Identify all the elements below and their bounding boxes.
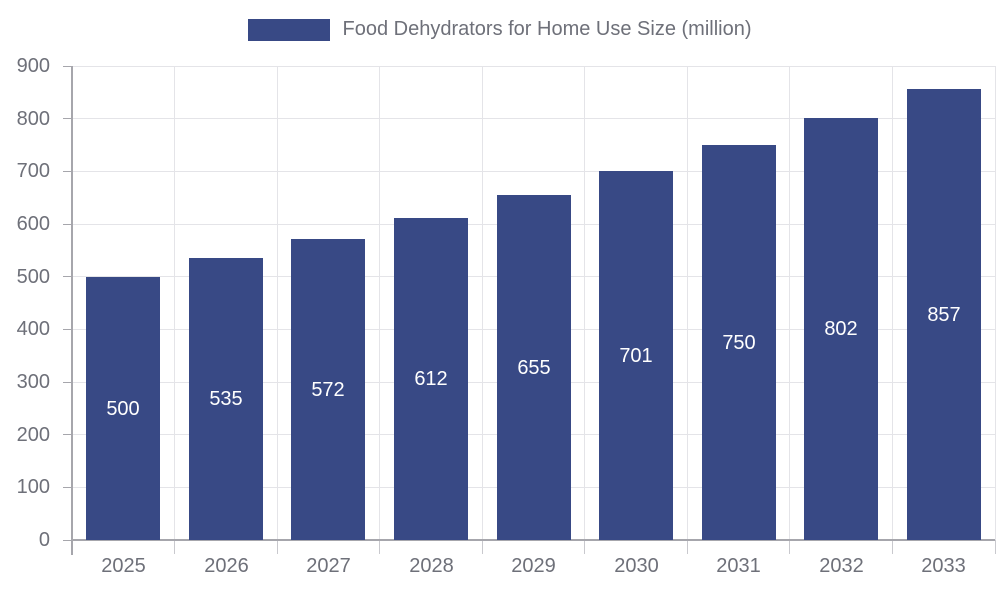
bar-value-label: 535 [209, 388, 243, 410]
bar[interactable] [86, 277, 160, 540]
y-tick-label: 400 [16, 318, 50, 341]
y-tick-label: 700 [16, 160, 50, 183]
bar-value-label: 802 [824, 318, 858, 340]
y-tick-label: 500 [16, 265, 50, 288]
bar[interactable] [189, 258, 263, 540]
y-tick-label: 0 [38, 529, 50, 551]
x-tick-label: 2025 [101, 555, 146, 577]
bar-value-label: 750 [722, 332, 756, 354]
y-axis-tick [63, 223, 71, 225]
legend-label: Food Dehydrators for Home Use Size (mill… [342, 18, 752, 40]
bar[interactable] [804, 118, 878, 540]
bar[interactable] [394, 218, 468, 540]
v-gridline [994, 66, 996, 540]
y-tick-label: 300 [16, 371, 50, 393]
x-axis-tick [891, 540, 893, 554]
bar-value-label: 857 [927, 304, 961, 326]
v-gridline [686, 66, 688, 540]
y-axis-tick [63, 170, 71, 172]
v-gridline [789, 66, 791, 540]
x-tick-label: 2030 [614, 555, 659, 577]
y-axis-tick [63, 276, 71, 278]
x-tick-label: 2026 [204, 555, 249, 577]
x-axis-tick [584, 540, 586, 554]
x-axis-tick [789, 540, 791, 554]
x-axis-tick [481, 540, 483, 554]
legend-swatch-icon [248, 18, 331, 41]
bar-value-label: 612 [414, 368, 448, 390]
y-tick-label: 600 [16, 213, 50, 235]
y-tick-label: 200 [16, 423, 50, 446]
x-axis-tick [276, 540, 278, 554]
legend-item[interactable]: Food Dehydrators for Home Use Size (mill… [248, 18, 752, 41]
x-tick-label: 2028 [409, 555, 454, 577]
v-gridline [891, 66, 893, 540]
y-axis-tick [63, 434, 71, 436]
bar[interactable] [291, 239, 365, 540]
y-tick-label: 100 [16, 476, 50, 499]
bar-value-label: 572 [311, 379, 345, 401]
v-gridline [174, 66, 176, 540]
y-tick-label: 900 [16, 55, 50, 77]
x-tick-label: 2027 [306, 555, 351, 577]
bar[interactable] [907, 89, 981, 540]
bar-value-label: 500 [106, 398, 140, 420]
h-gridline [72, 65, 995, 67]
y-axis-tick [63, 65, 71, 67]
y-axis-line [71, 66, 73, 555]
bar-value-label: 655 [517, 357, 551, 379]
plot-area: 0 100 200 300 400 500 600 700 800 900 500 2025 535 20… [17, 55, 996, 577]
v-gridline [276, 66, 278, 540]
v-gridline [481, 66, 483, 540]
v-gridline [584, 66, 586, 540]
x-tick-label: 2029 [511, 555, 556, 577]
y-tick-label: 800 [16, 107, 50, 130]
x-axis-tick [686, 540, 688, 554]
bar-value-label: 701 [619, 345, 653, 367]
bar[interactable] [599, 171, 673, 540]
x-tick-label: 2031 [716, 555, 761, 577]
x-tick-label: 2033 [921, 555, 966, 577]
bar[interactable] [702, 145, 776, 540]
y-axis-tick [63, 328, 71, 330]
v-gridline [379, 66, 381, 540]
x-axis-line [72, 539, 995, 541]
legend: Food Dehydrators for Home Use Size (mill… [0, 18, 1000, 41]
y-axis-tick [63, 118, 71, 120]
h-gridline [72, 118, 995, 120]
x-axis-tick [994, 540, 996, 554]
x-axis-tick [174, 540, 176, 554]
y-axis-tick [63, 539, 71, 541]
x-axis-tick [379, 540, 381, 554]
x-tick-label: 2032 [819, 555, 864, 577]
y-axis-tick [63, 486, 71, 488]
bar[interactable] [497, 195, 571, 540]
h-gridline [72, 170, 995, 172]
y-axis-tick [63, 381, 71, 383]
